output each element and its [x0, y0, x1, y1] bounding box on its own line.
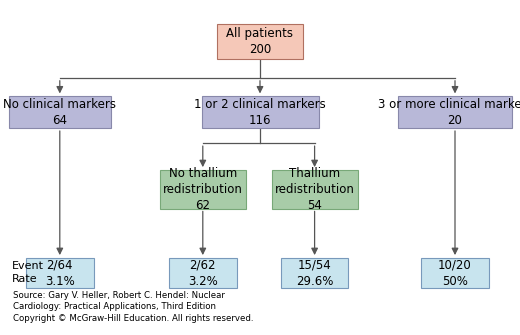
FancyBboxPatch shape [169, 258, 237, 288]
Text: Thallium
redistribution
54: Thallium redistribution 54 [275, 167, 355, 212]
Text: All patients
200: All patients 200 [227, 27, 293, 56]
Text: No thallium
redistribution
62: No thallium redistribution 62 [163, 167, 243, 212]
FancyBboxPatch shape [26, 258, 94, 288]
Text: 1 or 2 clinical markers
116: 1 or 2 clinical markers 116 [194, 98, 326, 127]
Text: Event: Event [11, 261, 44, 271]
Text: 2/64
3.1%: 2/64 3.1% [45, 259, 75, 287]
Text: 15/54
29.6%: 15/54 29.6% [296, 259, 333, 287]
FancyBboxPatch shape [271, 170, 358, 208]
FancyBboxPatch shape [9, 96, 111, 128]
Text: No clinical markers
64: No clinical markers 64 [3, 98, 116, 127]
FancyBboxPatch shape [421, 258, 489, 288]
Text: 2/62
3.2%: 2/62 3.2% [188, 259, 218, 287]
Text: 3 or more clinical markers
20: 3 or more clinical markers 20 [378, 98, 520, 127]
Text: Source: Gary V. Heller, Robert C. Hendel: Nuclear
Cardiology: Practical Applicat: Source: Gary V. Heller, Robert C. Hendel… [13, 291, 254, 323]
FancyBboxPatch shape [217, 24, 303, 59]
FancyBboxPatch shape [160, 170, 246, 208]
FancyBboxPatch shape [281, 258, 348, 288]
FancyBboxPatch shape [398, 96, 512, 128]
FancyBboxPatch shape [202, 96, 318, 128]
Text: Rate: Rate [11, 274, 37, 284]
Text: 10/20
50%: 10/20 50% [438, 259, 472, 287]
